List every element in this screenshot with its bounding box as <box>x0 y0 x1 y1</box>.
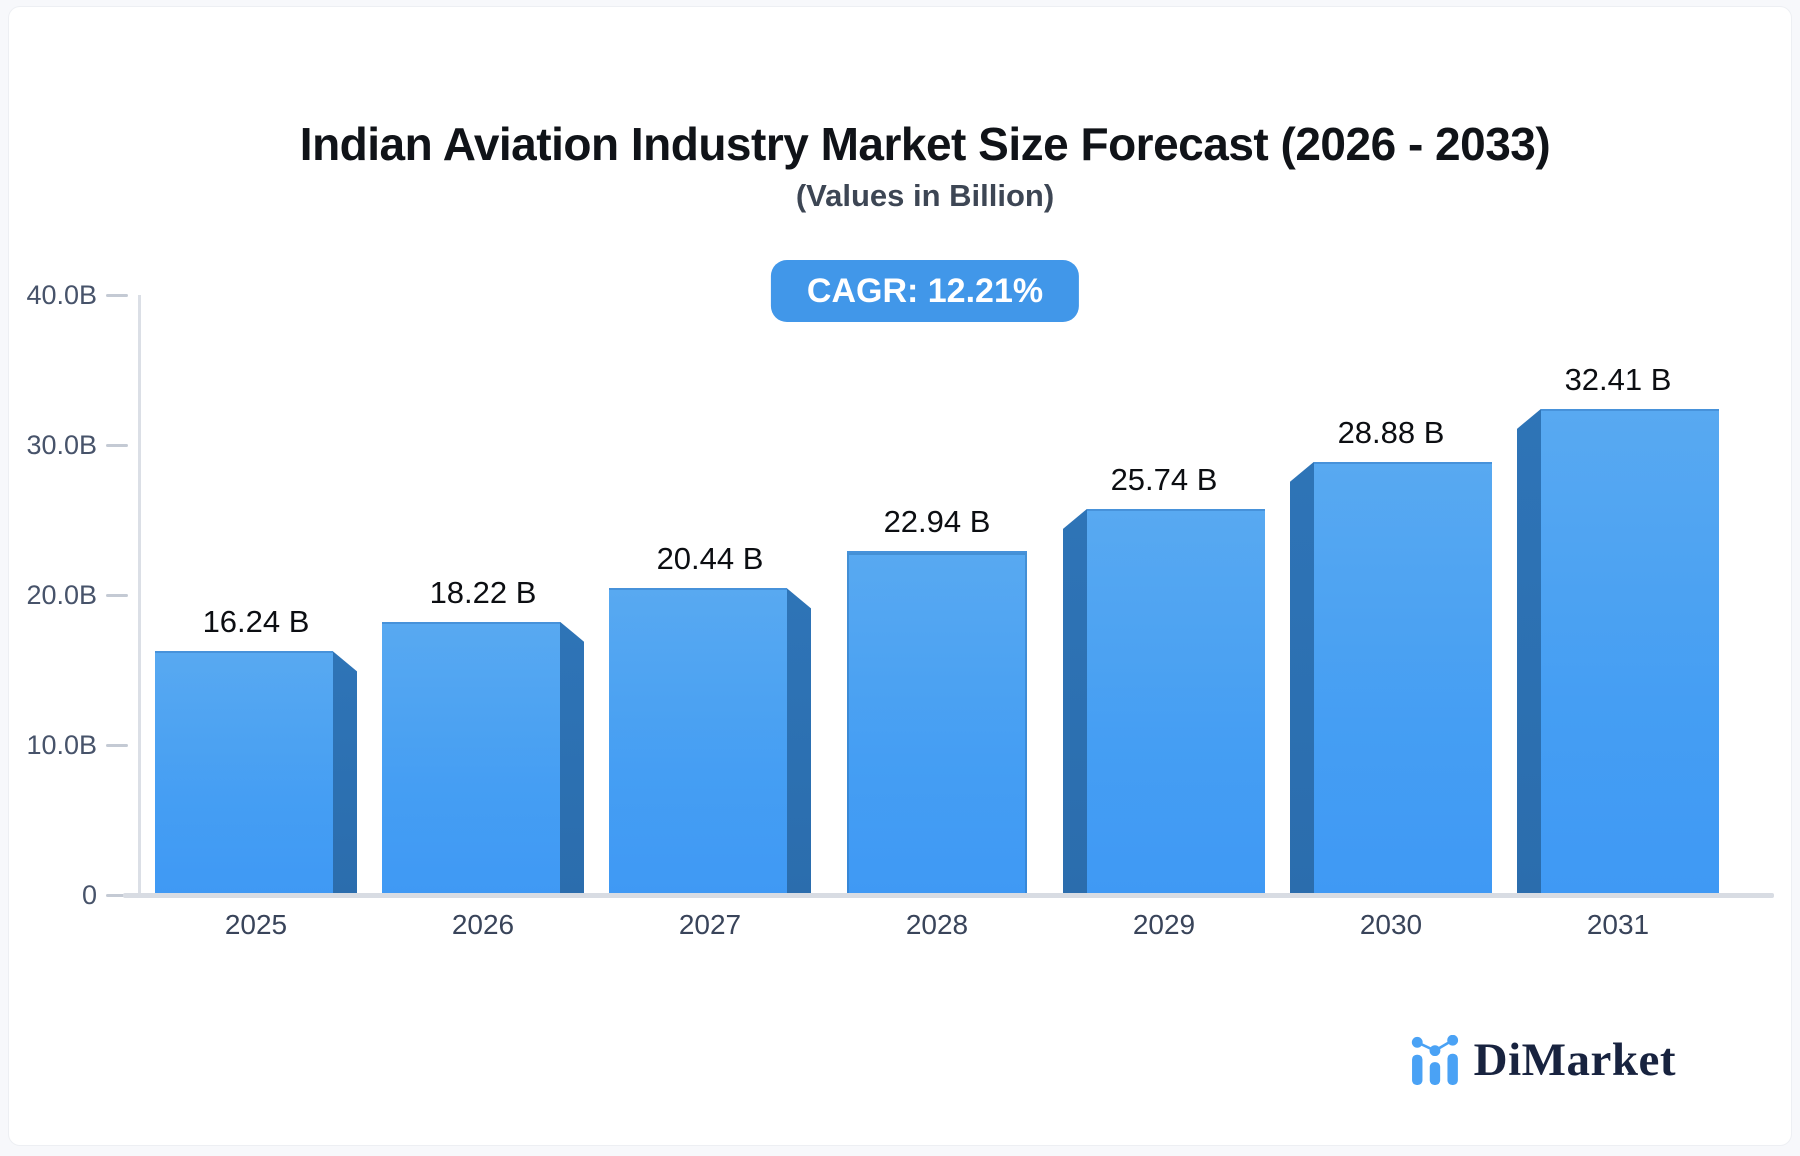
bar-value-label-2026: 18.22 B <box>429 574 537 610</box>
chart-card: Indian Aviation Industry Market Size For… <box>8 6 1792 1146</box>
bar-value-label-2027: 20.44 B <box>656 541 764 577</box>
bar-value-label-2025: 16.24 B <box>202 604 310 640</box>
y-tick-label-0: 0 <box>81 880 97 910</box>
cagr-badge: CAGR: 12.21% <box>770 260 1080 322</box>
bar-2029[interactable] <box>1087 508 1265 895</box>
bar-2028[interactable] <box>847 550 1027 895</box>
y-tick-mark <box>106 894 128 897</box>
bar-chart-logo-icon <box>1411 1035 1458 1085</box>
y-tick-mark <box>106 744 128 747</box>
chart-subtitle: (Values in Billion) <box>795 178 1055 213</box>
bar-side-2030 <box>1290 461 1314 895</box>
bar-side-2031 <box>1517 408 1541 895</box>
bar-side-2029 <box>1063 508 1087 895</box>
y-axis-line <box>138 295 141 895</box>
x-tick-label-2026: 2026 <box>451 909 515 940</box>
x-tick-label-2027: 2027 <box>678 909 742 940</box>
chart-title: Indian Aviation Industry Market Size For… <box>299 118 1551 170</box>
bar-value-label-2028: 22.94 B <box>883 503 991 539</box>
y-tick-label-20.0B: 20.0B <box>26 580 97 610</box>
bar-side-2025 <box>333 651 357 895</box>
x-tick-label-2029: 2029 <box>1132 909 1196 940</box>
x-axis-baseline <box>123 893 1774 898</box>
bar-2027[interactable] <box>609 588 787 895</box>
x-tick-label-2025: 2025 <box>224 909 288 940</box>
y-tick-label-30.0B: 30.0B <box>26 430 97 460</box>
bar-value-label-2029: 25.74 B <box>1110 461 1218 497</box>
x-tick-label-2031: 2031 <box>1586 909 1650 940</box>
x-tick-label-2028: 2028 <box>905 909 969 940</box>
brand-name: DiMarket <box>1473 1033 1676 1086</box>
bar-2025[interactable] <box>155 651 333 895</box>
x-tick-label-2030: 2030 <box>1359 909 1423 940</box>
bar-side-2027 <box>787 588 811 895</box>
y-tick-label-40.0B: 40.0B <box>26 280 97 310</box>
bar-2026[interactable] <box>382 621 560 895</box>
y-tick-mark <box>106 444 128 447</box>
bar-side-2026 <box>560 621 584 895</box>
bar-value-label-2031: 32.41 B <box>1564 361 1672 397</box>
y-tick-mark <box>106 594 128 597</box>
bar-value-label-2030: 28.88 B <box>1337 414 1445 450</box>
bar-2031[interactable] <box>1541 408 1719 895</box>
bar-2030[interactable] <box>1314 461 1492 895</box>
y-tick-mark <box>106 294 128 297</box>
dimarket-logo: DiMarket <box>1411 1035 1676 1085</box>
y-tick-label-10.0B: 10.0B <box>26 730 97 760</box>
